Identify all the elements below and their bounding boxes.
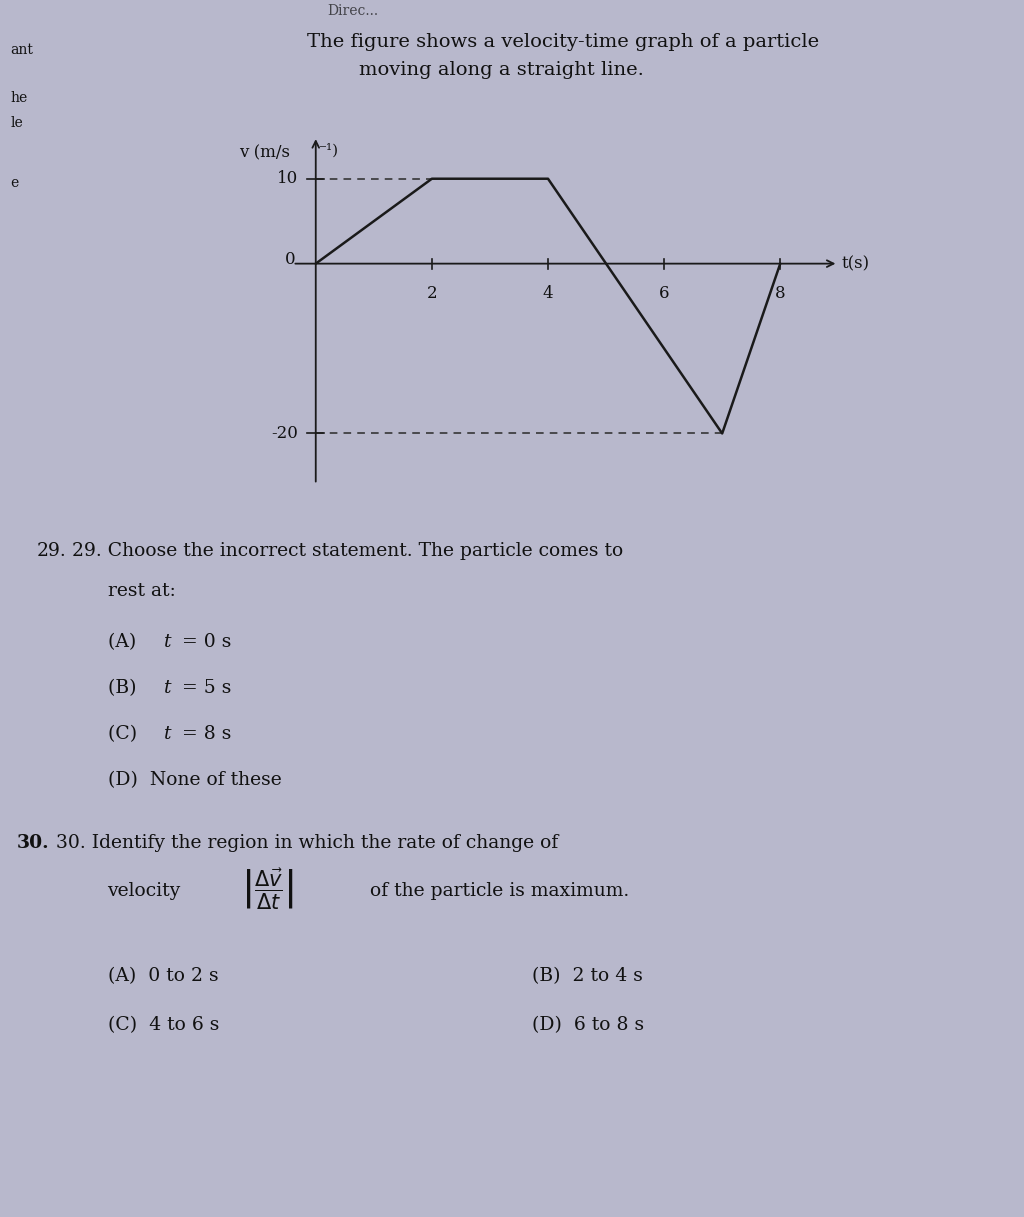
- Text: t: t: [164, 725, 171, 744]
- Text: le: le: [10, 116, 23, 130]
- Text: (D)  6 to 8 s: (D) 6 to 8 s: [532, 1016, 644, 1034]
- Text: he: he: [10, 91, 28, 106]
- Text: ant: ant: [10, 43, 33, 57]
- Text: 30. Identify the region in which the rate of change of: 30. Identify the region in which the rat…: [56, 834, 558, 852]
- Text: 29.: 29.: [37, 542, 67, 560]
- Text: e: e: [10, 176, 18, 191]
- Text: moving along a straight line.: moving along a straight line.: [359, 61, 644, 79]
- Text: (C): (C): [108, 725, 148, 744]
- Text: ⁻¹): ⁻¹): [318, 144, 339, 157]
- Text: (B)  2 to 4 s: (B) 2 to 4 s: [532, 968, 643, 986]
- Text: (B): (B): [108, 679, 148, 697]
- Text: 0: 0: [285, 251, 296, 268]
- Text: Direc...: Direc...: [328, 4, 379, 18]
- Text: t(s): t(s): [841, 256, 869, 273]
- Text: = 0 s: = 0 s: [176, 633, 231, 651]
- Text: t: t: [164, 679, 171, 697]
- Text: 8: 8: [775, 285, 785, 302]
- Text: t: t: [164, 633, 171, 651]
- Text: The figure shows a velocity-time graph of a particle: The figure shows a velocity-time graph o…: [307, 33, 819, 51]
- Text: -20: -20: [271, 425, 298, 442]
- Text: 29. Choose the incorrect statement. The particle comes to: 29. Choose the incorrect statement. The …: [72, 542, 623, 560]
- Text: (C)  4 to 6 s: (C) 4 to 6 s: [108, 1016, 219, 1034]
- Text: = 5 s: = 5 s: [176, 679, 231, 697]
- Text: 10: 10: [278, 170, 298, 187]
- Text: rest at:: rest at:: [108, 582, 175, 600]
- Text: v (m/s: v (m/s: [239, 145, 290, 162]
- Text: of the particle is maximum.: of the particle is maximum.: [364, 882, 629, 901]
- Text: 30.: 30.: [16, 834, 49, 852]
- Text: (A)  0 to 2 s: (A) 0 to 2 s: [108, 968, 218, 986]
- Text: 4: 4: [543, 285, 553, 302]
- Text: velocity: velocity: [108, 882, 186, 901]
- Text: $\left|\dfrac{\Delta \vec{v}}{\Delta t}\right|$: $\left|\dfrac{\Delta \vec{v}}{\Delta t}\…: [241, 867, 293, 912]
- Text: (D)  None of these: (D) None of these: [108, 772, 282, 790]
- Text: 6: 6: [658, 285, 670, 302]
- Text: = 8 s: = 8 s: [176, 725, 231, 744]
- Text: 2: 2: [427, 285, 437, 302]
- Text: (A): (A): [108, 633, 147, 651]
